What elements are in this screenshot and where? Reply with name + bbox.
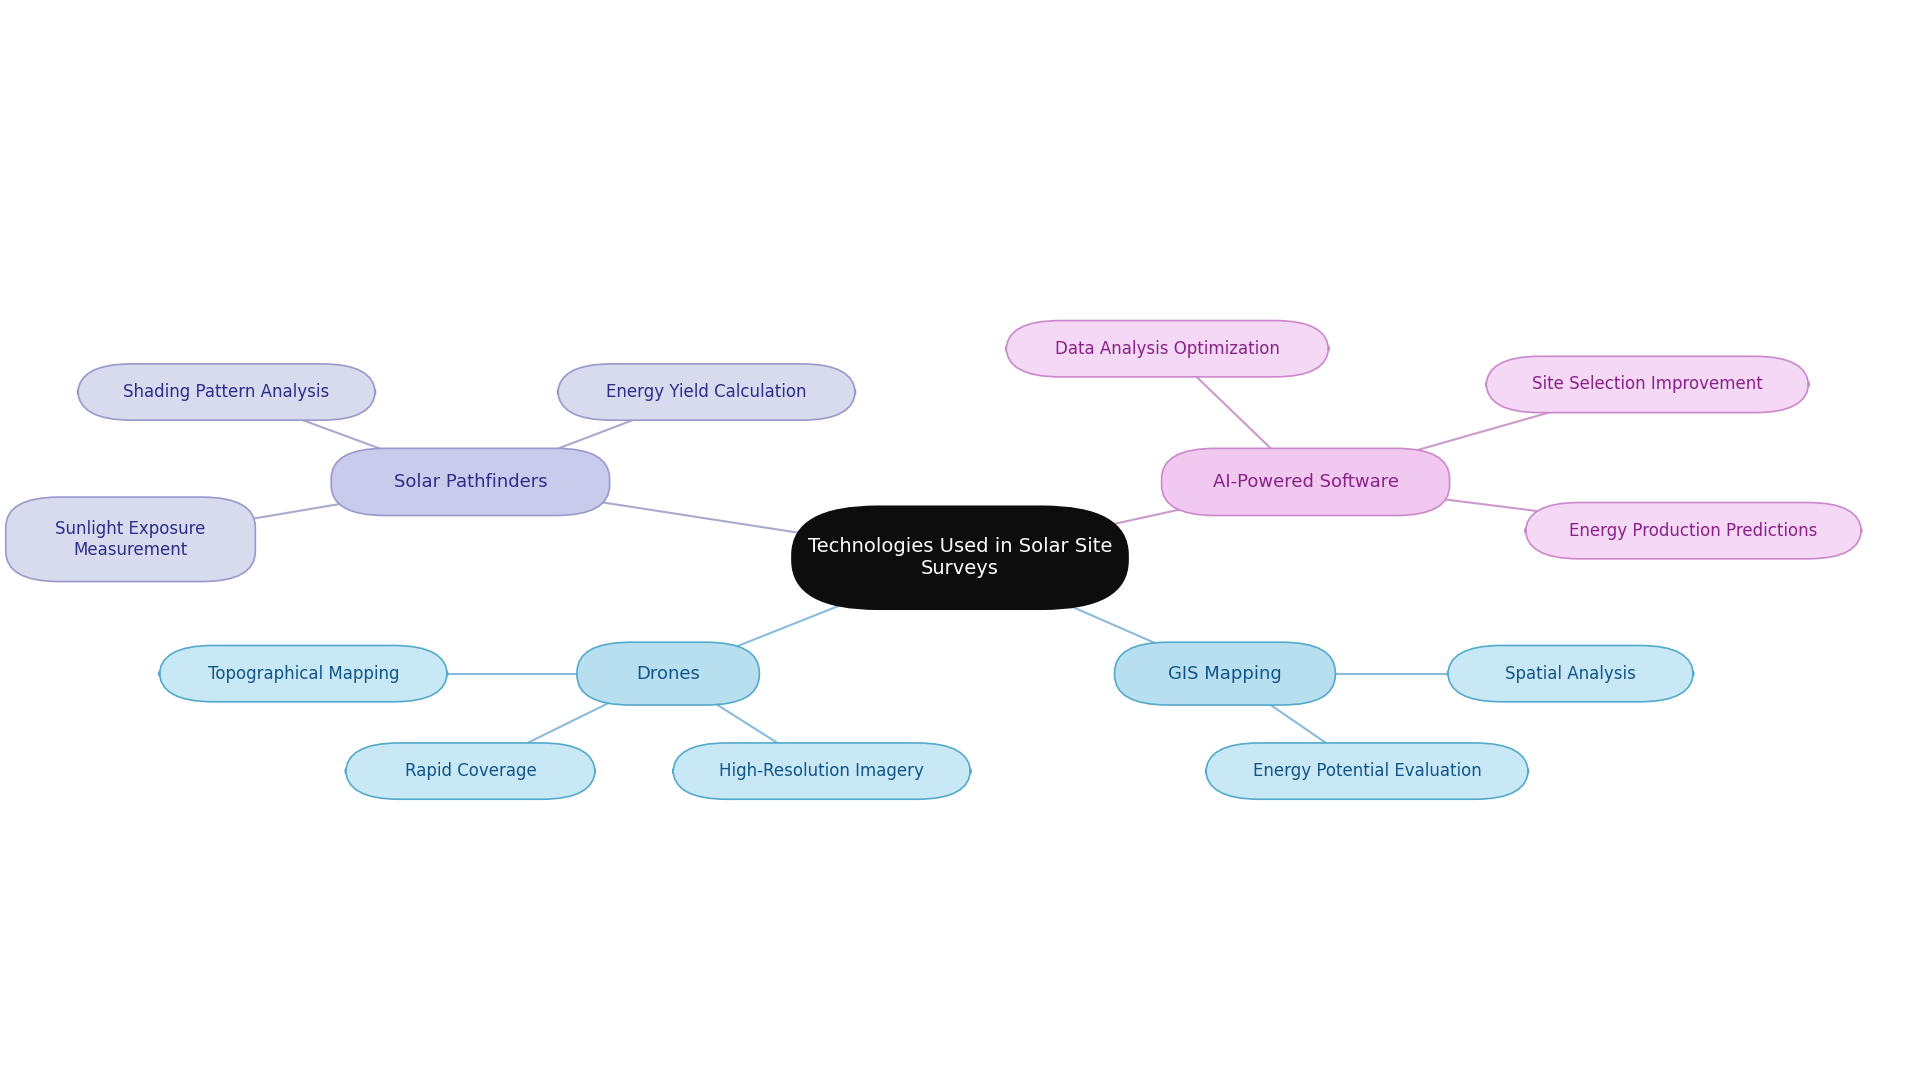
Text: AI-Powered Software: AI-Powered Software	[1213, 473, 1398, 491]
FancyBboxPatch shape	[1162, 448, 1450, 516]
Text: Energy Production Predictions: Energy Production Predictions	[1569, 522, 1818, 539]
FancyBboxPatch shape	[330, 448, 611, 516]
FancyBboxPatch shape	[1114, 642, 1336, 705]
Text: Data Analysis Optimization: Data Analysis Optimization	[1054, 340, 1281, 357]
FancyBboxPatch shape	[1486, 356, 1809, 413]
FancyBboxPatch shape	[159, 645, 447, 702]
Text: Energy Yield Calculation: Energy Yield Calculation	[607, 383, 806, 401]
Text: Sunlight Exposure
Measurement: Sunlight Exposure Measurement	[56, 520, 205, 559]
FancyBboxPatch shape	[576, 642, 758, 705]
FancyBboxPatch shape	[1206, 743, 1528, 799]
Text: Spatial Analysis: Spatial Analysis	[1505, 665, 1636, 682]
Text: Shading Pattern Analysis: Shading Pattern Analysis	[123, 383, 330, 401]
Text: Energy Potential Evaluation: Energy Potential Evaluation	[1252, 762, 1482, 780]
Text: Rapid Coverage: Rapid Coverage	[405, 762, 536, 780]
Text: Solar Pathfinders: Solar Pathfinders	[394, 473, 547, 491]
FancyBboxPatch shape	[557, 364, 856, 420]
FancyBboxPatch shape	[1448, 645, 1693, 702]
Text: Topographical Mapping: Topographical Mapping	[207, 665, 399, 682]
FancyBboxPatch shape	[1524, 503, 1862, 559]
Text: High-Resolution Imagery: High-Resolution Imagery	[720, 762, 924, 780]
Text: Site Selection Improvement: Site Selection Improvement	[1532, 376, 1763, 393]
FancyBboxPatch shape	[791, 507, 1127, 609]
FancyBboxPatch shape	[346, 743, 595, 799]
Text: Technologies Used in Solar Site
Surveys: Technologies Used in Solar Site Surveys	[808, 537, 1112, 578]
Text: GIS Mapping: GIS Mapping	[1167, 665, 1283, 682]
FancyBboxPatch shape	[6, 497, 255, 582]
FancyBboxPatch shape	[672, 743, 970, 799]
FancyBboxPatch shape	[77, 364, 376, 420]
Text: Drones: Drones	[636, 665, 701, 682]
FancyBboxPatch shape	[1006, 321, 1329, 377]
